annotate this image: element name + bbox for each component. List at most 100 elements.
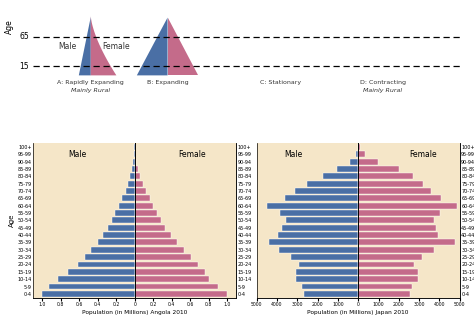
Bar	[135, 269, 205, 275]
Bar	[58, 276, 135, 282]
Bar	[337, 166, 358, 172]
Bar	[358, 173, 413, 179]
Bar	[358, 269, 418, 275]
Bar	[358, 210, 440, 216]
Bar	[78, 262, 135, 267]
Bar	[112, 217, 135, 223]
Bar	[358, 225, 437, 231]
Polygon shape	[383, 18, 418, 76]
Bar	[85, 254, 135, 260]
Text: Mainly Rural: Mainly Rural	[71, 88, 110, 93]
Text: Male: Male	[58, 42, 76, 51]
Bar	[358, 239, 455, 245]
Bar	[132, 166, 135, 172]
Bar	[135, 254, 191, 260]
Bar	[135, 262, 198, 267]
Polygon shape	[79, 17, 91, 76]
Bar	[280, 210, 358, 216]
Bar	[296, 276, 358, 282]
Bar	[304, 291, 358, 297]
Polygon shape	[245, 18, 281, 76]
Bar	[134, 151, 135, 157]
Bar	[135, 284, 218, 289]
Text: B: Expanding: B: Expanding	[147, 80, 188, 85]
Text: C: Stationary: C: Stationary	[260, 80, 301, 85]
Bar	[135, 166, 138, 172]
Bar	[358, 291, 410, 297]
X-axis label: Population (in Millions) Angola 2010: Population (in Millions) Angola 2010	[82, 310, 187, 315]
Bar	[358, 181, 423, 187]
Bar	[135, 159, 136, 164]
Text: Male: Male	[284, 150, 302, 159]
Text: Male: Male	[68, 150, 87, 159]
Bar	[358, 196, 441, 201]
Bar	[295, 188, 358, 194]
Bar	[130, 173, 135, 179]
Polygon shape	[168, 18, 198, 76]
Bar	[128, 181, 135, 187]
Bar	[358, 166, 399, 172]
Bar	[358, 217, 434, 223]
Bar	[357, 144, 358, 150]
Bar	[267, 203, 358, 209]
Bar	[308, 181, 358, 187]
Bar	[135, 232, 171, 238]
Bar	[98, 239, 135, 245]
Bar	[135, 217, 161, 223]
Y-axis label: Age: Age	[9, 214, 15, 227]
Bar	[135, 196, 149, 201]
Bar	[135, 173, 140, 179]
Bar	[323, 173, 358, 179]
Polygon shape	[91, 16, 116, 76]
Bar	[115, 210, 135, 216]
Bar	[358, 276, 418, 282]
Bar	[278, 232, 358, 238]
Polygon shape	[348, 18, 383, 76]
Bar	[269, 239, 358, 245]
Bar	[285, 196, 358, 201]
Bar	[282, 225, 358, 231]
Bar	[135, 151, 136, 157]
Bar	[356, 151, 358, 157]
Text: Female: Female	[178, 150, 206, 159]
Bar	[135, 225, 165, 231]
Text: 65: 65	[19, 32, 29, 41]
Bar	[358, 203, 457, 209]
Polygon shape	[281, 18, 317, 76]
Bar	[358, 151, 365, 157]
Bar	[358, 254, 422, 260]
Bar	[358, 159, 377, 164]
Text: Female: Female	[410, 150, 437, 159]
Bar	[42, 291, 135, 297]
Bar	[279, 247, 358, 253]
Bar	[68, 269, 135, 275]
Bar	[358, 144, 360, 150]
Text: 15: 15	[19, 62, 29, 71]
Bar	[299, 262, 358, 267]
Bar	[135, 247, 184, 253]
Bar	[135, 291, 227, 297]
Bar	[358, 188, 431, 194]
Text: Female: Female	[102, 42, 130, 51]
Bar	[358, 247, 434, 253]
Bar	[286, 217, 358, 223]
Text: Mainly Rural: Mainly Rural	[364, 88, 402, 93]
Bar	[135, 239, 177, 245]
Text: A: Rapidly Expanding: A: Rapidly Expanding	[57, 80, 124, 85]
Bar	[135, 210, 157, 216]
Text: D: Contracting: D: Contracting	[360, 80, 406, 85]
Bar	[358, 262, 414, 267]
Bar	[91, 247, 135, 253]
Bar	[135, 276, 209, 282]
Text: Age: Age	[5, 19, 14, 34]
Bar	[103, 232, 135, 238]
Polygon shape	[137, 18, 168, 76]
Bar	[296, 269, 358, 275]
Bar	[358, 232, 438, 238]
Bar	[122, 196, 135, 201]
Bar	[302, 284, 358, 289]
Bar	[119, 203, 135, 209]
Bar	[108, 225, 135, 231]
Bar	[133, 159, 135, 164]
Bar	[49, 284, 135, 289]
